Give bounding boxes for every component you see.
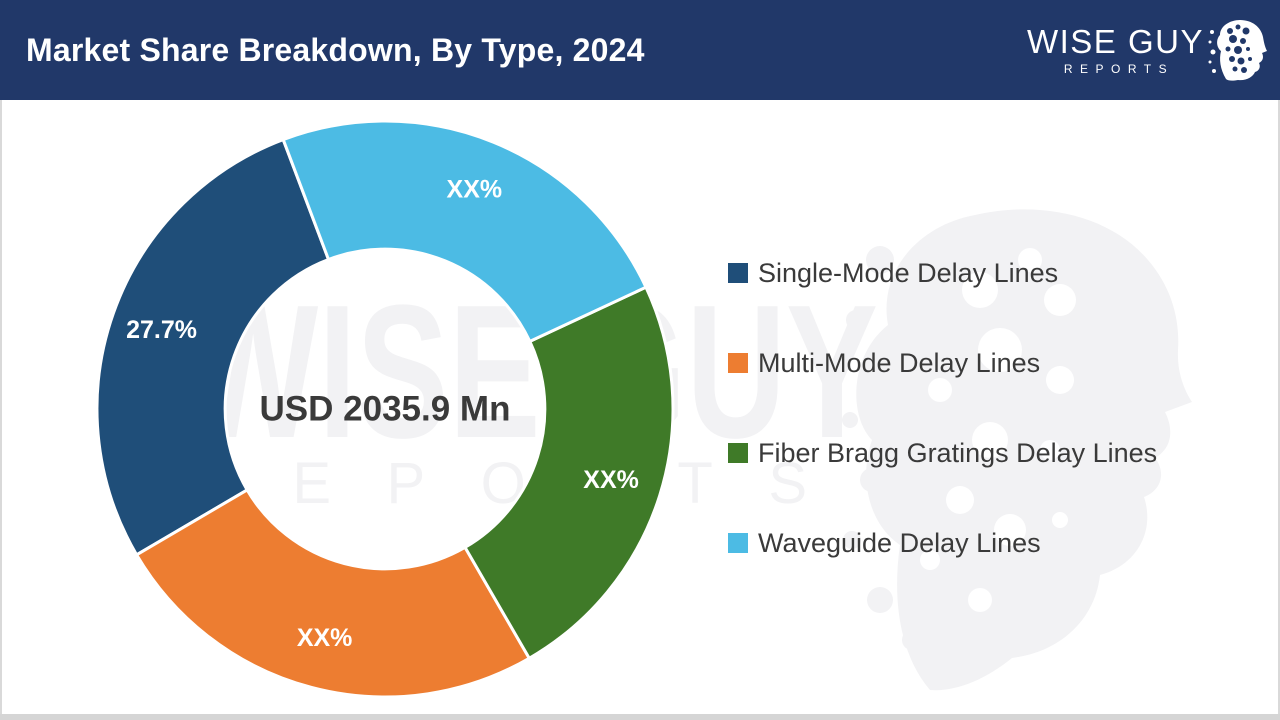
pie-slice-1 [95, 137, 331, 557]
donut-center-label: USD 2035.9 Mn [260, 390, 511, 429]
wiseguy-logo: WISE GUY REPORTS [1027, 8, 1268, 92]
bottom-bar [0, 714, 1280, 720]
logo-subtitle: REPORTS [1063, 61, 1175, 76]
logo-face-icon [1208, 20, 1267, 81]
donut-slice-labels: 27.7% XX% XX% XX% [126, 175, 639, 652]
pie-slice-3 [463, 285, 675, 661]
donut-slices [95, 119, 675, 699]
slice-percent-label-1: 27.7% [126, 316, 197, 344]
pie-slice-4 [281, 119, 648, 344]
slice-percent-label-2: XX% [297, 624, 353, 652]
pie-slice-2 [134, 487, 532, 699]
logo-wordmark: WISE GUY [1026, 22, 1204, 60]
watermark-face-icon [842, 209, 1192, 691]
watermark-reports-text: REPORTS [195, 451, 807, 516]
right-border [1278, 100, 1280, 714]
slice-percent-label-4: XX% [447, 175, 503, 203]
logo-wordmark-block: WISE GUY REPORTS [1026, 22, 1204, 76]
page-title: Market Share Breakdown, By Type, 2024 [26, 31, 645, 68]
slice-percent-label-3: XX% [583, 466, 639, 494]
header: Market Share Breakdown, By Type, 2024 WI… [0, 0, 1280, 100]
left-border [0, 100, 2, 714]
